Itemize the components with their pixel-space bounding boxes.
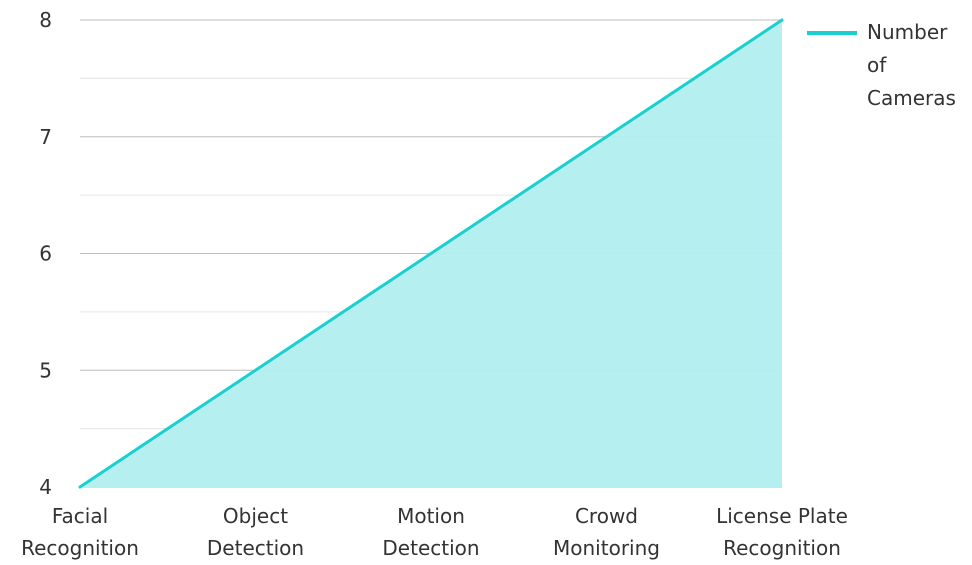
y-tick-label: 8 [39, 8, 52, 32]
x-tick-label: Object Detection [207, 504, 304, 560]
y-tick-label: 4 [39, 475, 52, 499]
legend-label: Number of Cameras [867, 20, 956, 110]
series-line[interactable] [78, 18, 784, 489]
x-tick-label: License Plate Recognition [716, 504, 848, 560]
y-tick-label: 6 [39, 242, 52, 266]
x-axis: Facial Recognition Object Detection Motion De… [21, 504, 848, 560]
x-tick-label: Motion Detection [382, 504, 479, 560]
area-series [78, 18, 784, 489]
x-tick-label: Crowd Monitoring [553, 504, 660, 560]
y-tick-label: 7 [39, 125, 52, 149]
y-axis: 4 5 6 7 8 [39, 8, 52, 499]
legend[interactable]: Number of Cameras [807, 20, 956, 110]
x-tick-label: Facial Recognition [21, 504, 139, 560]
y-tick-label: 5 [39, 358, 52, 382]
